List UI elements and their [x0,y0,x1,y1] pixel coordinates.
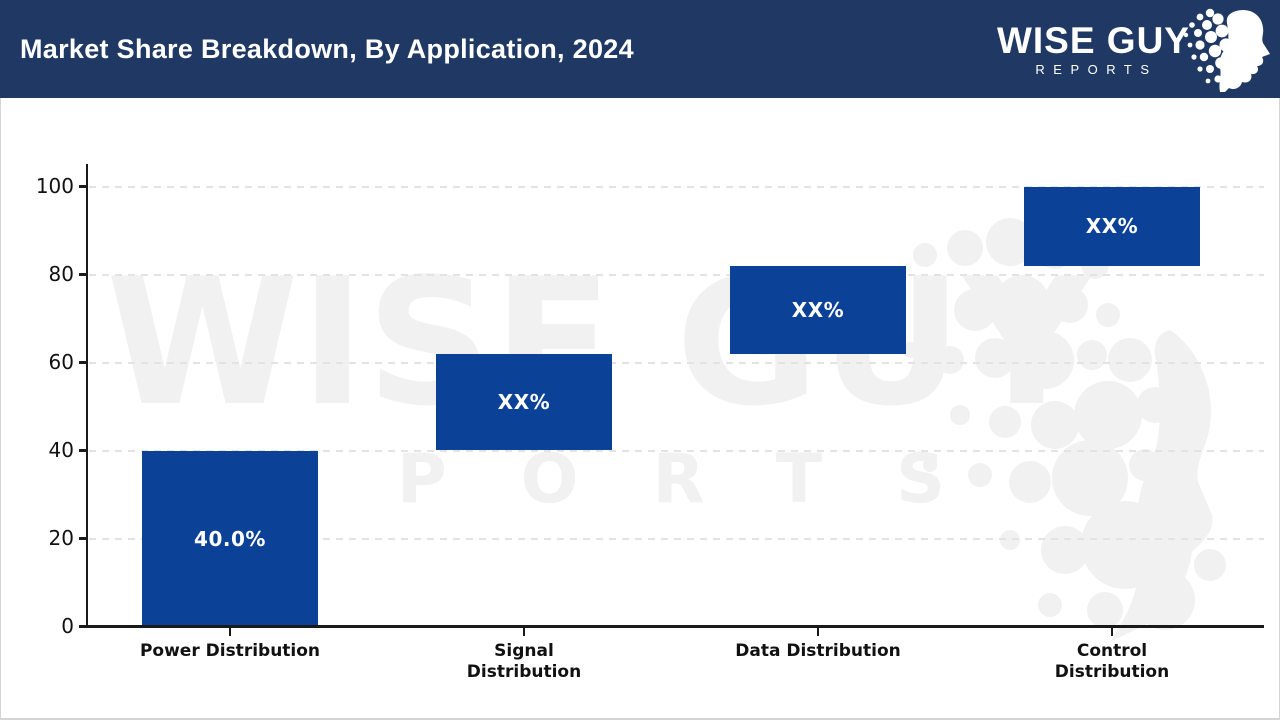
x-tick-label-4: Control Distribution [1054,641,1170,682]
grid-line-40 [89,449,1264,452]
grid-line-20 [89,537,1264,540]
grid-line-100 [89,185,1264,188]
page-border-left [0,98,1,720]
chart-title: Market Share Breakdown, By Application, … [20,33,634,64]
x-tick-mark-1 [229,627,231,636]
y-tick-label-100: 100 [35,173,74,198]
grid-line-80 [89,273,1264,276]
y-tick-label-80: 80 [48,261,74,286]
x-tick-mark-3 [817,627,819,636]
y-tick-mark-60 [79,361,88,364]
x-tick-mark-4 [1111,627,1113,636]
x-axis [85,625,1264,628]
logo-face-icon [1183,8,1270,93]
wise-guy-logo: WISE GUY REPORTS [997,5,1272,93]
bar-label-1: 40.0% [194,526,266,551]
bar-4: XX% [1024,186,1200,266]
bar-label-2: XX% [497,390,551,415]
x-tick-mark-2 [523,627,525,636]
y-axis [85,164,88,628]
logo-text: WISE GUY REPORTS [997,22,1190,77]
logo-wordmark: WISE GUY [996,19,1190,61]
y-tick-label-60: 60 [48,349,74,374]
y-tick-label-40: 40 [48,437,74,462]
y-tick-mark-20 [79,537,88,540]
header-bar: Market Share Breakdown, By Application, … [0,0,1280,98]
bar-3: XX% [730,265,906,354]
y-tick-mark-80 [79,273,88,276]
bar-1: 40.0% [142,450,318,627]
grid-line-60 [89,361,1264,364]
x-tick-label-3: Data Distribution [735,641,901,661]
watermark-face-icon [902,218,1226,642]
logo-subtext: REPORTS [1035,61,1158,77]
y-tick-label-0: 0 [61,613,74,638]
bar-label-4: XX% [1085,214,1139,239]
y-tick-mark-40 [79,449,88,452]
bar-2: XX% [436,353,612,451]
x-tick-label-2: Signal Distribution [466,641,582,682]
bar-label-3: XX% [791,297,845,322]
y-tick-mark-0 [79,625,88,628]
x-tick-label-1: Power Distribution [139,641,321,661]
y-tick-label-20: 20 [48,525,74,550]
page-border-bottom [0,718,1280,720]
y-tick-mark-100 [79,185,88,188]
